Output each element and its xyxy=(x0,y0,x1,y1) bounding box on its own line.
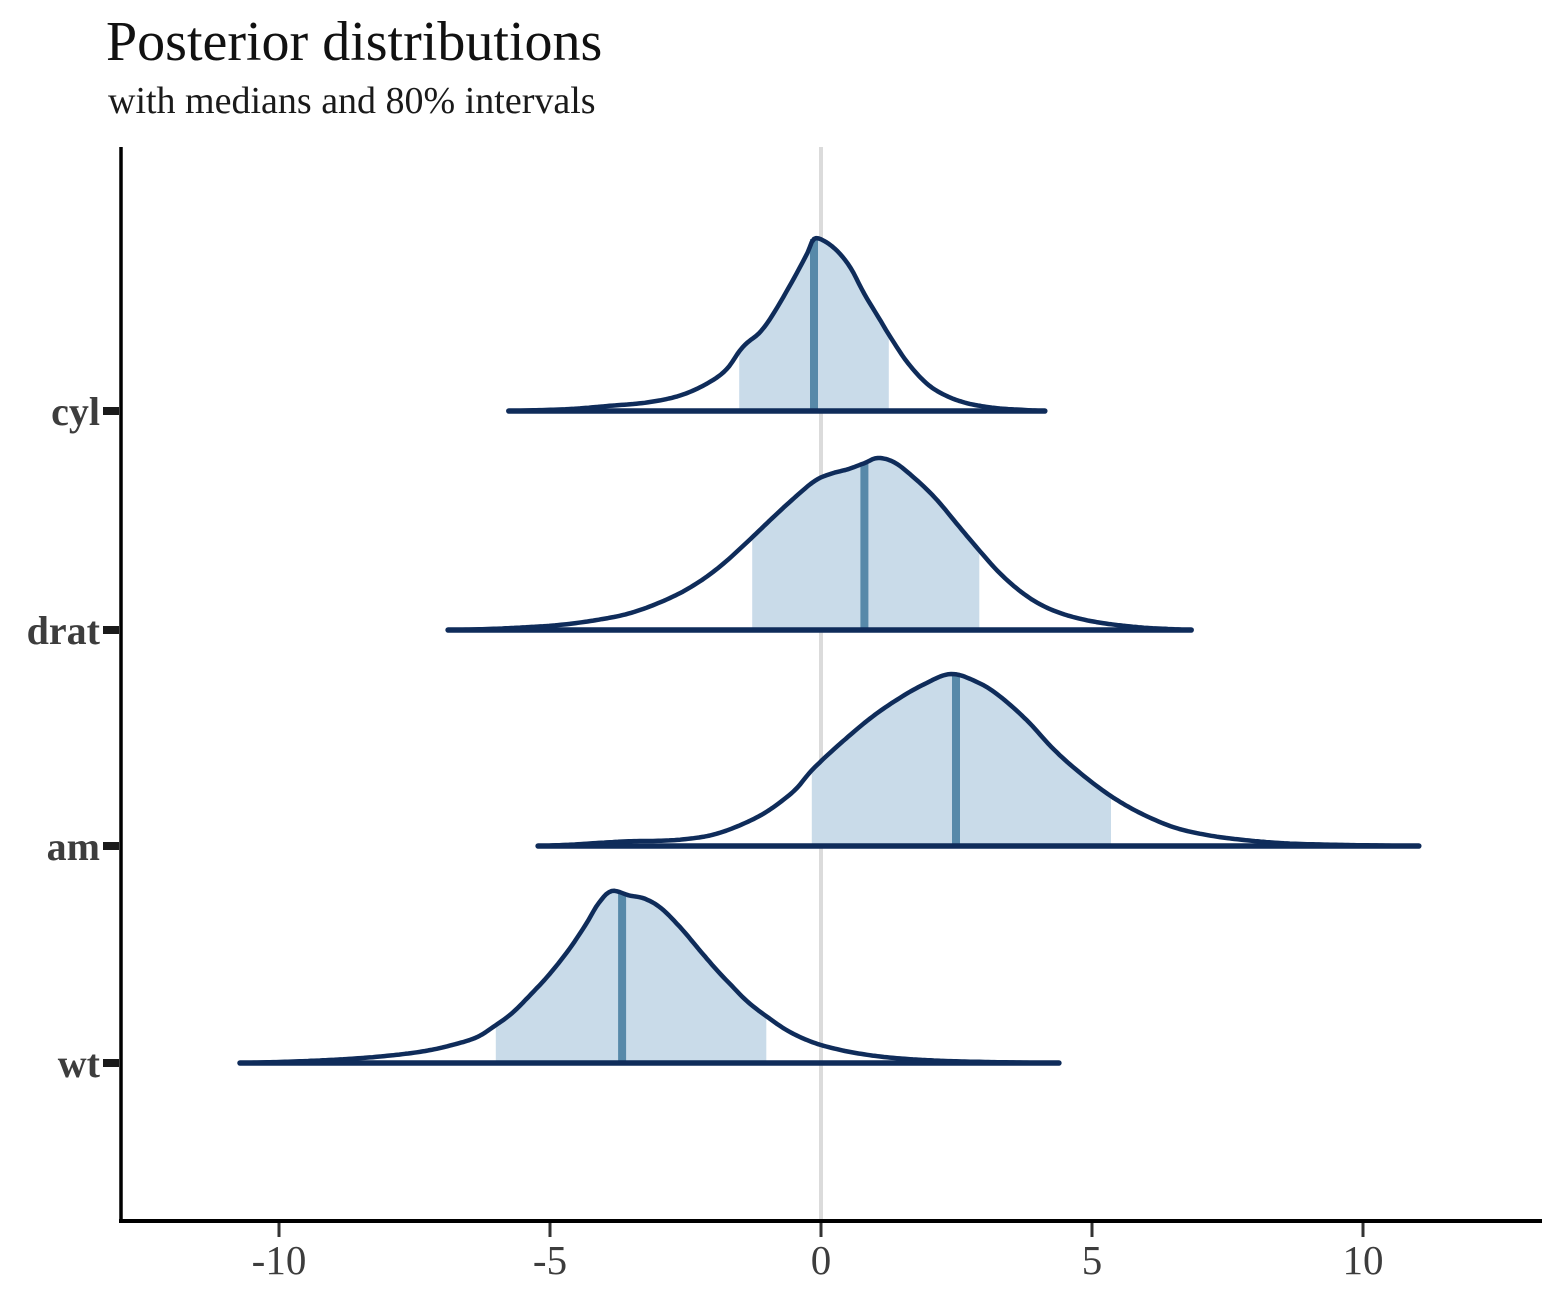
median-line-cyl xyxy=(810,239,818,411)
interval-80-wt xyxy=(495,890,767,1063)
x-tick-label--10: -10 xyxy=(252,1237,307,1283)
median-line-am xyxy=(952,674,960,846)
y-tick-am xyxy=(103,842,119,850)
density-row-cyl xyxy=(506,235,1048,414)
y-axis-label-wt: wt xyxy=(58,1041,101,1086)
density-curve-cyl xyxy=(508,235,1046,414)
density-row-drat xyxy=(445,455,1194,633)
chart-subtitle: with medians and 80% intervals xyxy=(108,80,596,122)
x-tick-label-5: 5 xyxy=(1082,1237,1103,1283)
x-tick-label--5: -5 xyxy=(533,1237,567,1283)
y-tick-cyl xyxy=(103,407,119,415)
density-curve-am xyxy=(537,671,1420,849)
median-line-wt xyxy=(618,893,627,1063)
chart-title: Posterior distributions xyxy=(106,11,603,73)
y-axis-label-cyl: cyl xyxy=(51,389,100,434)
density-curve-wt xyxy=(239,888,1060,1066)
y-axis-label-drat: drat xyxy=(27,608,101,653)
median-line-drat xyxy=(860,463,869,630)
interval-80-am xyxy=(811,674,1111,846)
y-tick-drat xyxy=(103,626,119,634)
x-tick-label-0: 0 xyxy=(811,1237,832,1283)
density-row-wt xyxy=(237,888,1062,1066)
x-tick-label-10: 10 xyxy=(1343,1237,1384,1283)
y-tick-wt xyxy=(103,1059,119,1067)
density-row-am xyxy=(535,671,1422,849)
density-curve-drat xyxy=(447,455,1192,633)
y-axis-label-am: am xyxy=(47,824,100,869)
